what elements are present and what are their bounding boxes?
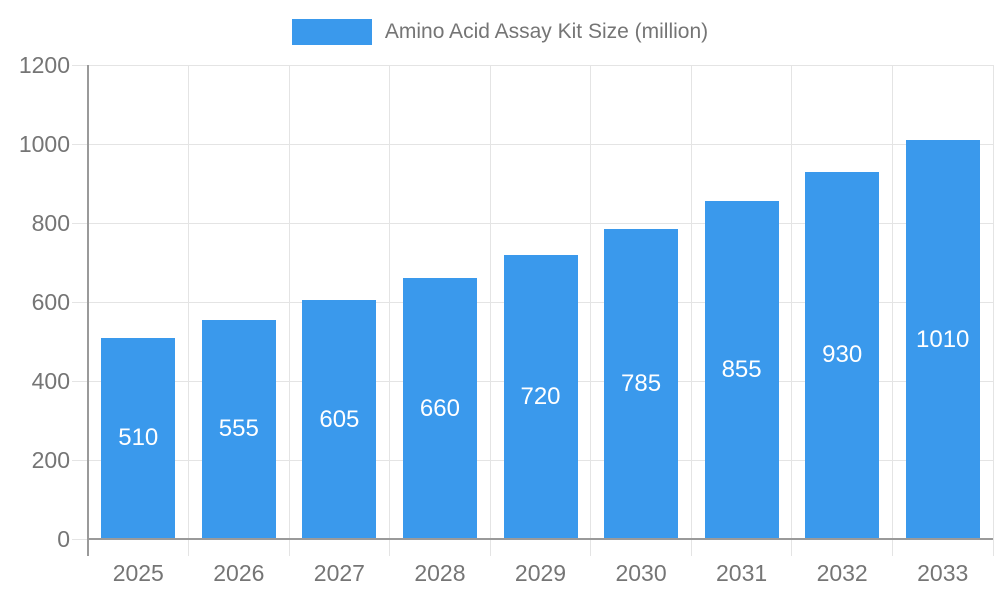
x-axis-tick bbox=[791, 539, 793, 556]
y-axis-tick-label: 1000 bbox=[18, 131, 70, 157]
x-axis-tick-label: 2027 bbox=[313, 560, 365, 586]
gridline-vertical bbox=[489, 65, 491, 539]
y-axis-tick-label: 600 bbox=[31, 289, 70, 315]
bar-value-label: 785 bbox=[621, 369, 662, 397]
y-axis-tick bbox=[72, 222, 88, 224]
gridline-vertical bbox=[590, 65, 592, 539]
y-axis-tick bbox=[72, 538, 88, 540]
y-axis-tick bbox=[72, 64, 88, 66]
x-axis-tick-label: 2026 bbox=[213, 560, 265, 586]
y-axis-tick bbox=[72, 380, 88, 382]
gridline-horizontal bbox=[88, 222, 993, 224]
gridline-vertical bbox=[992, 65, 994, 539]
gridline-vertical bbox=[690, 65, 692, 539]
legend-swatch bbox=[291, 19, 372, 45]
gridline-vertical bbox=[891, 65, 893, 539]
bar: 605 bbox=[302, 300, 377, 539]
x-axis-tick bbox=[489, 539, 491, 556]
x-axis-tick bbox=[590, 539, 592, 556]
bar-value-label: 510 bbox=[118, 424, 159, 452]
x-axis-tick bbox=[188, 539, 190, 556]
bar-value-label: 1010 bbox=[916, 325, 970, 353]
bar: 785 bbox=[604, 228, 679, 539]
gridline-vertical bbox=[791, 65, 793, 539]
bar: 930 bbox=[805, 171, 880, 539]
x-axis-tick-label: 2033 bbox=[917, 560, 969, 586]
x-axis-tick-label: 2032 bbox=[816, 560, 868, 586]
x-axis-tick bbox=[288, 539, 290, 556]
bar: 555 bbox=[201, 319, 276, 539]
bar: 510 bbox=[101, 337, 176, 539]
gridline-vertical bbox=[188, 65, 190, 539]
x-axis-tick-label: 2031 bbox=[716, 560, 768, 586]
y-axis-tick-label: 400 bbox=[31, 368, 70, 394]
x-axis-tick-label: 2030 bbox=[615, 560, 667, 586]
bar-value-label: 605 bbox=[319, 405, 360, 433]
y-axis-tick bbox=[72, 459, 88, 461]
y-axis-tick bbox=[72, 143, 88, 145]
x-axis-tick-label: 2029 bbox=[514, 560, 567, 586]
bar-value-label: 555 bbox=[218, 415, 259, 443]
y-axis-tick-label: 0 bbox=[57, 526, 70, 552]
x-axis-tick-label: 2028 bbox=[414, 560, 466, 586]
x-axis-tick bbox=[891, 539, 893, 556]
bar-value-label: 660 bbox=[419, 394, 460, 422]
bar-value-label: 930 bbox=[822, 341, 863, 369]
bar-value-label: 720 bbox=[520, 382, 561, 410]
bar: 1010 bbox=[905, 140, 980, 539]
gridline-horizontal bbox=[88, 143, 993, 145]
legend-item[interactable]: Amino Acid Assay Kit Size (million) bbox=[0, 19, 1000, 45]
y-axis-tick-label: 1200 bbox=[18, 52, 70, 78]
bar: 720 bbox=[503, 254, 578, 539]
y-axis-tick-label: 800 bbox=[31, 210, 70, 236]
x-axis-tick bbox=[690, 539, 692, 556]
x-axis-line bbox=[88, 538, 993, 540]
y-axis-line bbox=[86, 65, 89, 556]
legend-label: Amino Acid Assay Kit Size (million) bbox=[384, 20, 709, 43]
x-axis-tick bbox=[389, 539, 391, 556]
bar: 855 bbox=[704, 201, 779, 539]
bar: 660 bbox=[402, 278, 477, 539]
y-axis-tick-label: 200 bbox=[31, 447, 70, 473]
y-axis-tick bbox=[72, 301, 88, 303]
x-axis-tick-label: 2025 bbox=[112, 560, 164, 586]
bar-value-label: 855 bbox=[721, 356, 762, 384]
gridline-vertical bbox=[389, 65, 391, 539]
gridline-vertical bbox=[288, 65, 290, 539]
x-axis-tick bbox=[992, 539, 994, 556]
gridline-horizontal bbox=[88, 64, 993, 66]
